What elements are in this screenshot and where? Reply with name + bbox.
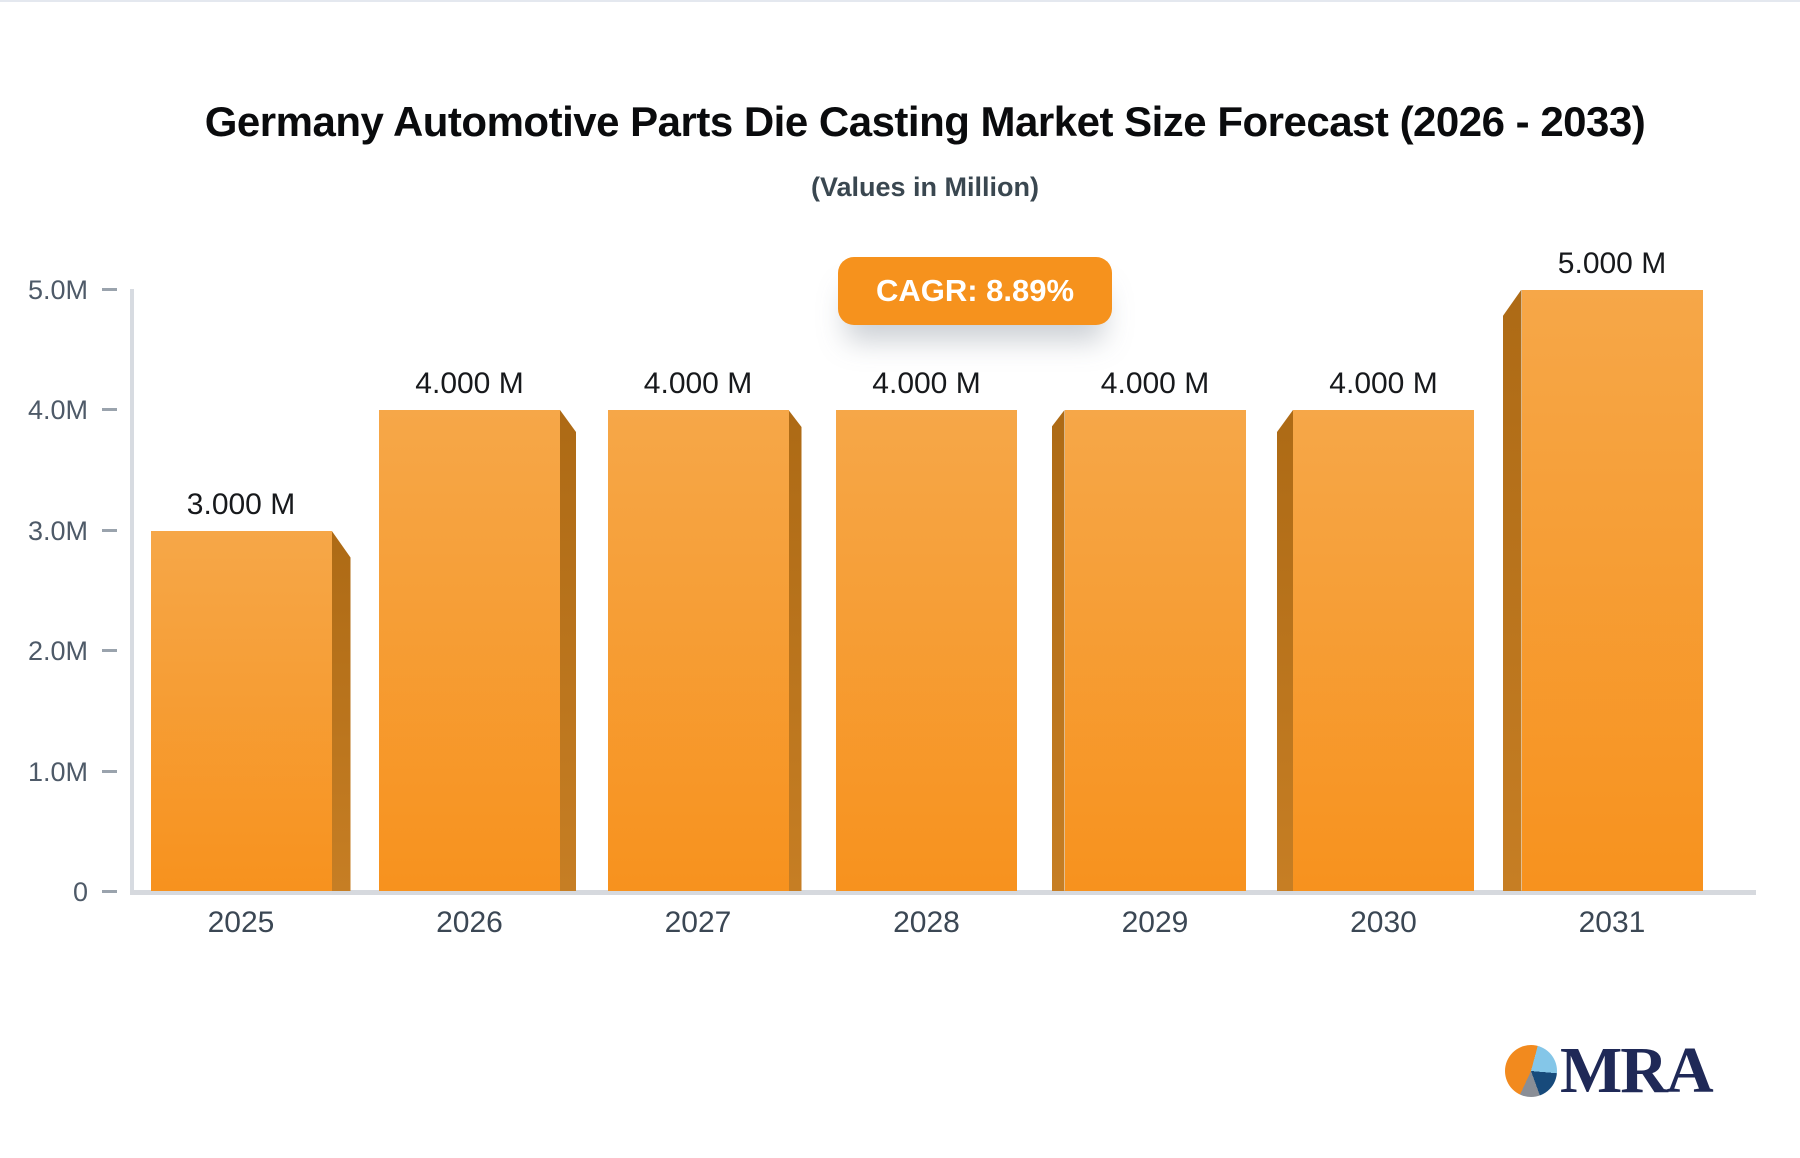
y-axis-tick (102, 649, 117, 652)
y-axis-tick (102, 769, 117, 773)
y-axis-tick-label: 3.0M (27, 515, 88, 546)
bar-face (1521, 289, 1703, 891)
x-axis-category-label: 2025 (207, 906, 275, 939)
bar-side-face (1277, 410, 1293, 891)
bar-side-face (331, 530, 351, 891)
y-axis-tick-label: 1.0M (27, 756, 88, 787)
bar-value-label: 4.000 M (1329, 367, 1438, 400)
pie-chart-logo-icon (1505, 1045, 1557, 1097)
y-axis-tick-label: 5.0M (27, 274, 88, 305)
y-axis-tick-label: 0 (72, 877, 88, 907)
bar-value-label: 4.000 M (415, 367, 524, 400)
y-axis-tick (102, 287, 117, 291)
y-axis-tick (102, 528, 117, 532)
y-axis-tick (102, 890, 117, 893)
bar-face (150, 530, 332, 891)
bar-face (379, 410, 560, 891)
bar-side-face (1502, 289, 1522, 891)
bar-side-face (560, 410, 576, 891)
bar-face (1064, 410, 1246, 891)
x-axis-category-label: 2027 (664, 906, 732, 939)
cagr-badge: CAGR: 8.89% (838, 257, 1112, 325)
bar-face (1293, 410, 1474, 891)
bar-value-label: 4.000 M (872, 367, 981, 400)
x-axis-category-label: 2026 (436, 906, 503, 939)
bar-side-face (1051, 410, 1065, 891)
y-axis-tick-label: 4.0M (27, 395, 88, 425)
x-axis-category-label: 2028 (893, 906, 960, 939)
x-axis-category-label: 2029 (1121, 906, 1189, 939)
bar-value-label: 4.000 M (1100, 367, 1210, 400)
x-axis-category-label: 2031 (1578, 906, 1646, 939)
bar-value-label: 3.000 M (186, 487, 296, 521)
bar-face (836, 410, 1017, 891)
y-axis-line (130, 289, 134, 895)
chart-subtitle: (Values in Million) (810, 172, 1040, 202)
logo-text: MRA (1560, 1034, 1714, 1107)
x-axis-baseline (130, 890, 1756, 895)
bar-value-label: 4.000 M (643, 367, 753, 400)
bar-face (607, 410, 789, 891)
bar-side-face (788, 410, 802, 891)
y-axis-tick (102, 408, 117, 411)
y-axis-tick-label: 2.0M (27, 636, 88, 666)
chart-title: Germany Automotive Parts Die Casting Mar… (204, 98, 1646, 145)
x-axis-category-label: 2030 (1350, 906, 1417, 939)
bar-value-label: 5.000 M (1557, 246, 1667, 280)
mra-logo: MRA (1503, 1038, 1763, 1108)
